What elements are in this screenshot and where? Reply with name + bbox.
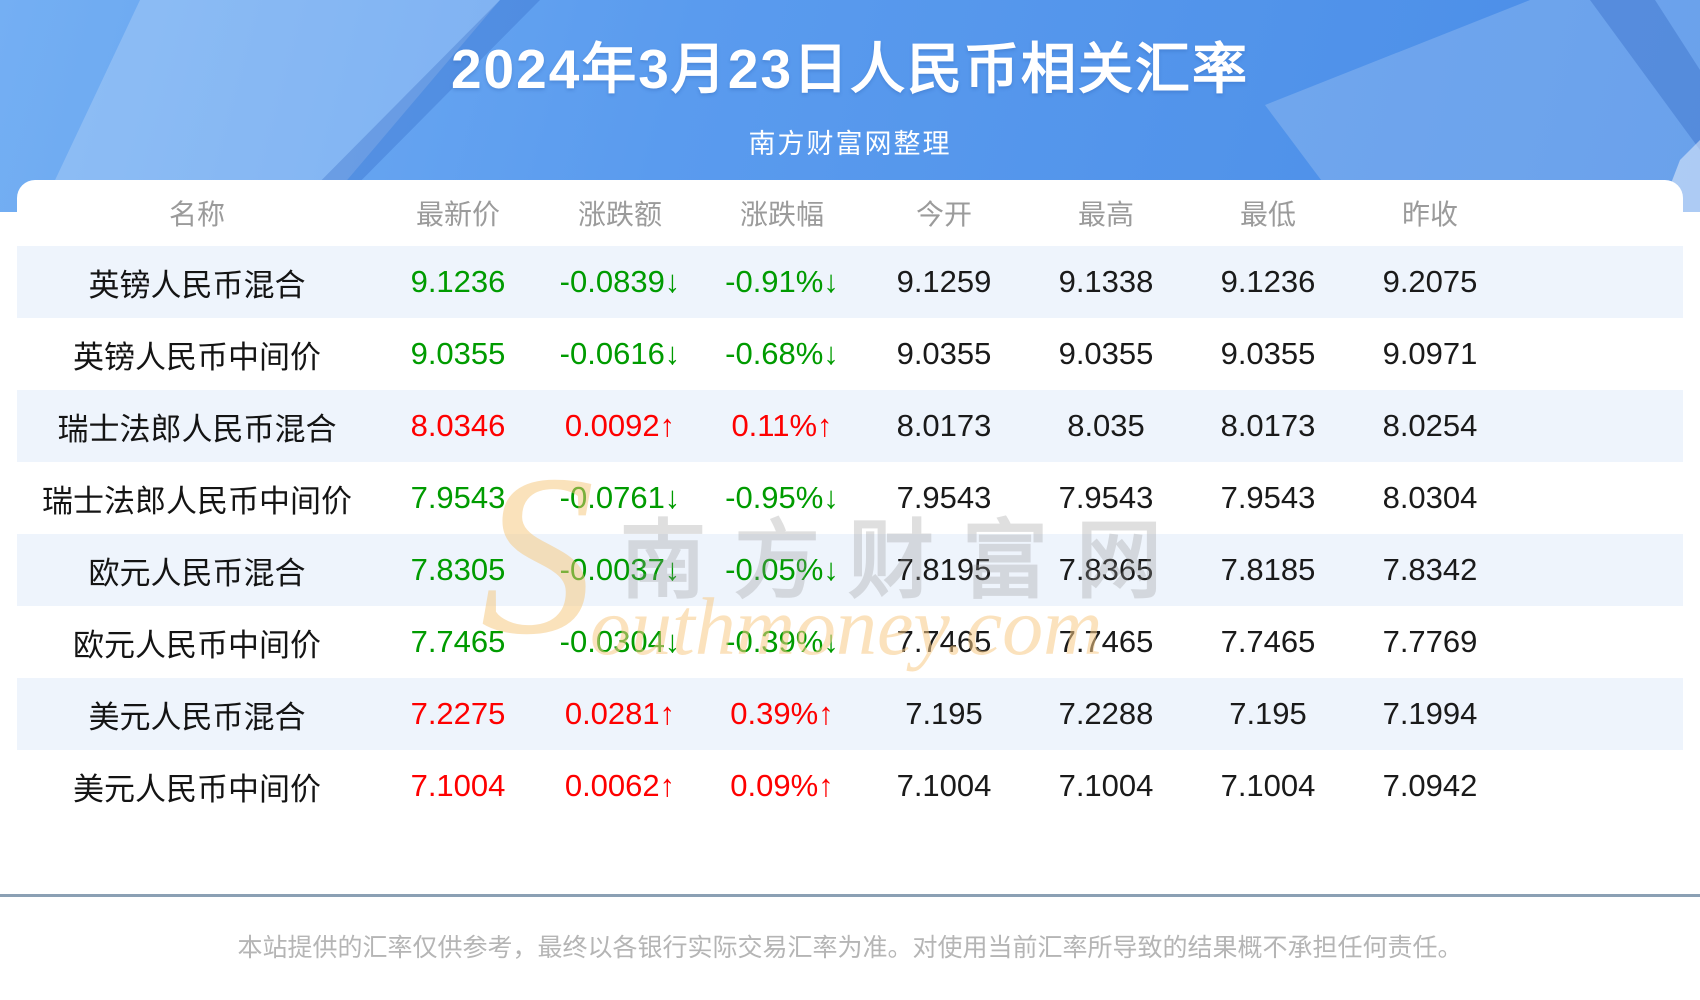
change-amount-cell: 0.0281↑ — [564, 696, 676, 731]
high-price-cell: 9.1338 — [1058, 264, 1154, 299]
currency-pair-name: 瑞士法郎人民币混合 — [57, 411, 337, 447]
prev-close-cell: 7.7769 — [1382, 624, 1478, 659]
column-header-last: 最新价 — [415, 199, 500, 230]
table-row: 英镑人民币混合 9.1236 -0.0839↓ -0.91%↓ 9.1259 9… — [17, 246, 1683, 318]
change-percent-cell: -0.68%↓ — [725, 336, 839, 371]
change-amount-cell: -0.0839↓ — [559, 264, 681, 299]
change-amount-cell: -0.0616↓ — [559, 336, 681, 371]
rates-card: 名称 最新价 涨跌额 涨跌幅 今开 最高 最低 昨收 英镑人民币混合 9.123… — [17, 180, 1683, 822]
rates-table: 名称 最新价 涨跌额 涨跌幅 今开 最高 最低 昨收 英镑人民币混合 9.123… — [17, 180, 1683, 822]
spacer-cell — [1511, 750, 1683, 822]
last-price-cell: 7.8305 — [410, 552, 506, 587]
high-price-cell: 7.7465 — [1058, 624, 1154, 659]
low-price-cell: 9.0355 — [1220, 336, 1316, 371]
high-price-cell: 7.8365 — [1058, 552, 1154, 587]
low-price-cell: 7.1004 — [1220, 768, 1316, 803]
column-header-low: 最低 — [1239, 199, 1296, 230]
currency-pair-name: 英镑人民币混合 — [88, 267, 306, 303]
open-price-cell: 7.8195 — [896, 552, 992, 587]
table-row: 瑞士法郎人民币混合 8.0346 0.0092↑ 0.11%↑ 8.0173 8… — [17, 390, 1683, 462]
spacer-cell — [1511, 246, 1683, 318]
rates-table-body: 英镑人民币混合 9.1236 -0.0839↓ -0.91%↓ 9.1259 9… — [17, 246, 1683, 822]
low-price-cell: 7.7465 — [1220, 624, 1316, 659]
table-header-row: 名称 最新价 涨跌额 涨跌幅 今开 最高 最低 昨收 — [17, 180, 1683, 246]
disclaimer-text: 本站提供的汇率仅供参考，最终以各银行实际交易汇率为准。对使用当前汇率所导致的结果… — [237, 934, 1463, 962]
last-price-cell: 8.0346 — [410, 408, 506, 443]
open-price-cell: 8.0173 — [896, 408, 992, 443]
high-price-cell: 9.0355 — [1058, 336, 1154, 371]
page-title: 2024年3月23日人民币相关汇率 — [450, 38, 1250, 100]
currency-pair-name: 瑞士法郎人民币中间价 — [42, 483, 352, 519]
high-price-cell: 7.9543 — [1058, 480, 1154, 515]
open-price-cell: 9.0355 — [896, 336, 992, 371]
last-price-cell: 7.1004 — [410, 768, 506, 803]
table-row: 瑞士法郎人民币中间价 7.9543 -0.0761↓ -0.95%↓ 7.954… — [17, 462, 1683, 534]
currency-pair-name: 美元人民币混合 — [88, 699, 306, 735]
currency-pair-name: 英镑人民币中间价 — [73, 339, 321, 375]
table-row: 英镑人民币中间价 9.0355 -0.0616↓ -0.68%↓ 9.0355 … — [17, 318, 1683, 390]
prev-close-cell: 9.0971 — [1382, 336, 1478, 371]
prev-close-cell: 7.8342 — [1382, 552, 1478, 587]
open-price-cell: 7.9543 — [896, 480, 992, 515]
table-row: 欧元人民币中间价 7.7465 -0.0304↓ -0.39%↓ 7.7465 … — [17, 606, 1683, 678]
open-price-cell: 9.1259 — [896, 264, 992, 299]
low-price-cell: 8.0173 — [1220, 408, 1316, 443]
last-price-cell: 7.9543 — [410, 480, 506, 515]
currency-pair-name: 美元人民币中间价 — [73, 771, 321, 807]
low-price-cell: 7.9543 — [1220, 480, 1316, 515]
banner: 2024年3月23日人民币相关汇率 南方财富网整理 — [0, 0, 1700, 212]
column-header-prev-close: 昨收 — [1401, 199, 1458, 230]
column-header-spacer — [1511, 180, 1683, 246]
low-price-cell: 7.195 — [1229, 696, 1307, 731]
banner-decoration-shapes — [40, 0, 1700, 212]
column-header-change: 涨跌额 — [577, 199, 662, 230]
open-price-cell: 7.195 — [905, 696, 983, 731]
prev-close-cell: 7.1994 — [1382, 696, 1478, 731]
change-percent-cell: -0.95%↓ — [725, 480, 839, 515]
change-amount-cell: -0.0761↓ — [559, 480, 681, 515]
change-percent-cell: -0.91%↓ — [725, 264, 839, 299]
open-price-cell: 7.1004 — [896, 768, 992, 803]
footer-divider — [0, 894, 1700, 897]
prev-close-cell: 8.0254 — [1382, 408, 1478, 443]
spacer-cell — [1511, 318, 1683, 390]
currency-pair-name: 欧元人民币混合 — [88, 555, 306, 591]
column-header-high: 最高 — [1077, 199, 1134, 230]
currency-pair-name: 欧元人民币中间价 — [73, 627, 321, 663]
column-header-pct: 涨跌幅 — [739, 199, 824, 230]
spacer-cell — [1511, 390, 1683, 462]
table-row: 美元人民币中间价 7.1004 0.0062↑ 0.09%↑ 7.1004 7.… — [17, 750, 1683, 822]
last-price-cell: 9.1236 — [410, 264, 506, 299]
change-percent-cell: -0.39%↓ — [725, 624, 839, 659]
last-price-cell: 7.7465 — [410, 624, 506, 659]
spacer-cell — [1511, 534, 1683, 606]
spacer-cell — [1511, 678, 1683, 750]
change-percent-cell: 0.11%↑ — [731, 408, 833, 443]
table-row: 欧元人民币混合 7.8305 -0.0037↓ -0.05%↓ 7.8195 7… — [17, 534, 1683, 606]
spacer-cell — [1511, 606, 1683, 678]
last-price-cell: 7.2275 — [410, 696, 506, 731]
last-price-cell: 9.0355 — [410, 336, 506, 371]
prev-close-cell: 7.0942 — [1382, 768, 1478, 803]
low-price-cell: 9.1236 — [1220, 264, 1316, 299]
column-header-name: 名称 — [168, 199, 225, 230]
table-row: 美元人民币混合 7.2275 0.0281↑ 0.39%↑ 7.195 7.22… — [17, 678, 1683, 750]
change-percent-cell: 0.39%↑ — [730, 696, 834, 731]
change-percent-cell: 0.09%↑ — [730, 768, 834, 803]
change-amount-cell: -0.0037↓ — [559, 552, 681, 587]
low-price-cell: 7.8185 — [1220, 552, 1316, 587]
high-price-cell: 8.035 — [1067, 408, 1145, 443]
change-amount-cell: -0.0304↓ — [559, 624, 681, 659]
change-amount-cell: 0.0062↑ — [564, 768, 676, 803]
prev-close-cell: 9.2075 — [1382, 264, 1478, 299]
high-price-cell: 7.2288 — [1058, 696, 1154, 731]
open-price-cell: 7.7465 — [896, 624, 992, 659]
column-header-open: 今开 — [915, 199, 972, 230]
high-price-cell: 7.1004 — [1058, 768, 1154, 803]
spacer-cell — [1511, 462, 1683, 534]
page-subtitle: 南方财富网整理 — [748, 129, 952, 159]
prev-close-cell: 8.0304 — [1382, 480, 1478, 515]
change-percent-cell: -0.05%↓ — [725, 552, 839, 587]
change-amount-cell: 0.0092↑ — [564, 408, 676, 443]
